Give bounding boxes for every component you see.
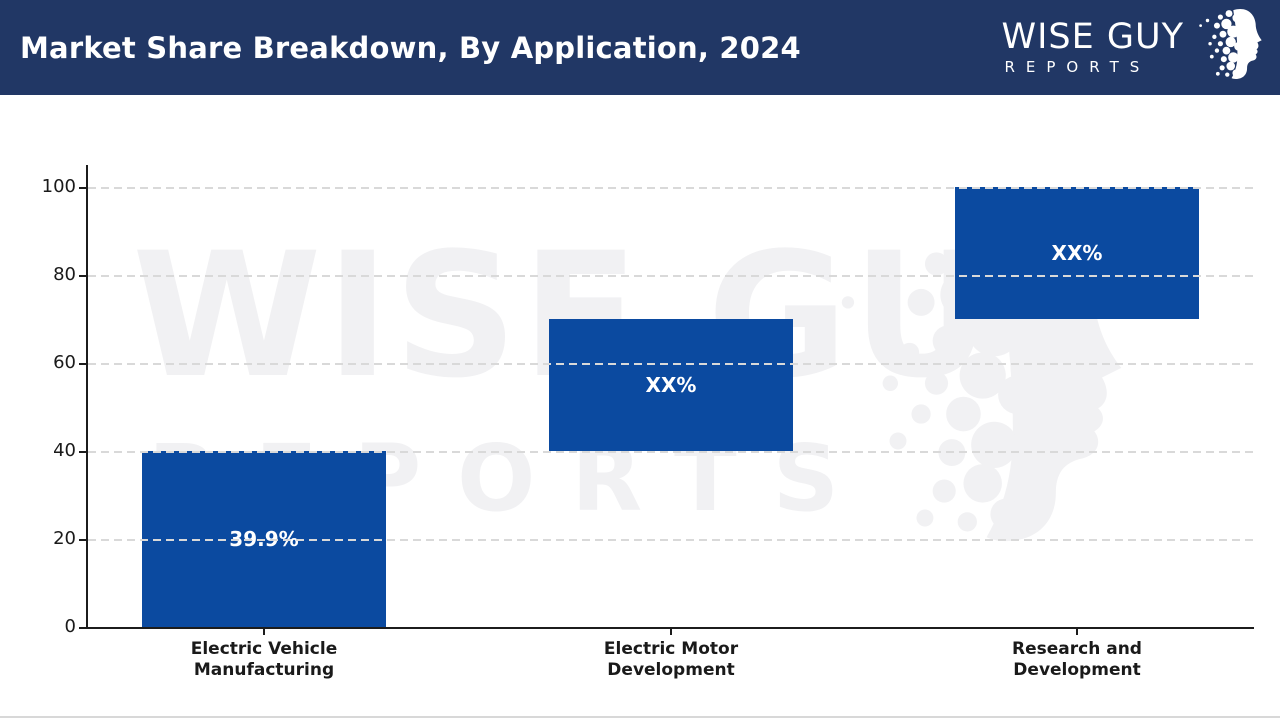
bar-segment: XX% <box>549 318 793 451</box>
y-tick-label: 100 <box>41 175 76 197</box>
x-category-label: Research and Development <box>1012 639 1142 680</box>
head-profile-dots-icon <box>1199 8 1262 79</box>
x-axis <box>86 627 1254 629</box>
chart-area: WISE GUY REPORTS 0 20 40 60 80 100 39.9% Electr… <box>0 95 1280 720</box>
bar-value-label: XX% <box>645 372 697 397</box>
brand-subname: REPORTS <box>1004 58 1151 76</box>
header-band: Market Share Breakdown, By Application, … <box>0 0 1280 95</box>
y-tick-mark <box>79 362 86 365</box>
bottom-divider <box>0 716 1280 718</box>
page-title: Market Share Breakdown, By Application, … <box>20 30 801 65</box>
gridline <box>88 538 1254 541</box>
gridline <box>88 186 1254 189</box>
x-tick-mark <box>670 629 672 635</box>
x-tick-mark <box>263 629 265 635</box>
bar-segment: XX% <box>955 186 1199 319</box>
gridline <box>88 362 1254 365</box>
gridline <box>88 450 1254 453</box>
bar-value-label: XX% <box>1051 240 1103 265</box>
y-tick-label: 0 <box>64 616 76 637</box>
x-tick-mark <box>1076 629 1078 635</box>
y-axis <box>86 165 88 629</box>
x-category-label: Electric Motor Development <box>603 639 739 680</box>
y-tick-label: 40 <box>53 439 76 461</box>
y-tick-mark <box>79 186 86 189</box>
y-tick-mark <box>79 274 86 277</box>
y-tick-mark <box>79 450 86 453</box>
y-tick-label: 20 <box>53 527 76 549</box>
y-tick-label: 80 <box>53 263 76 285</box>
brand-name: WISE GUY <box>1001 17 1184 57</box>
gridline <box>88 274 1254 277</box>
x-category-label: Electric Vehicle Manufacturing <box>190 639 338 680</box>
y-tick-label: 60 <box>53 351 76 373</box>
y-tick-mark <box>79 538 86 541</box>
y-tick-mark <box>79 627 86 629</box>
brand-logo: WISE GUY REPORTS <box>1001 0 1272 95</box>
brand-logo-text: WISE GUY REPORTS <box>1001 19 1184 76</box>
